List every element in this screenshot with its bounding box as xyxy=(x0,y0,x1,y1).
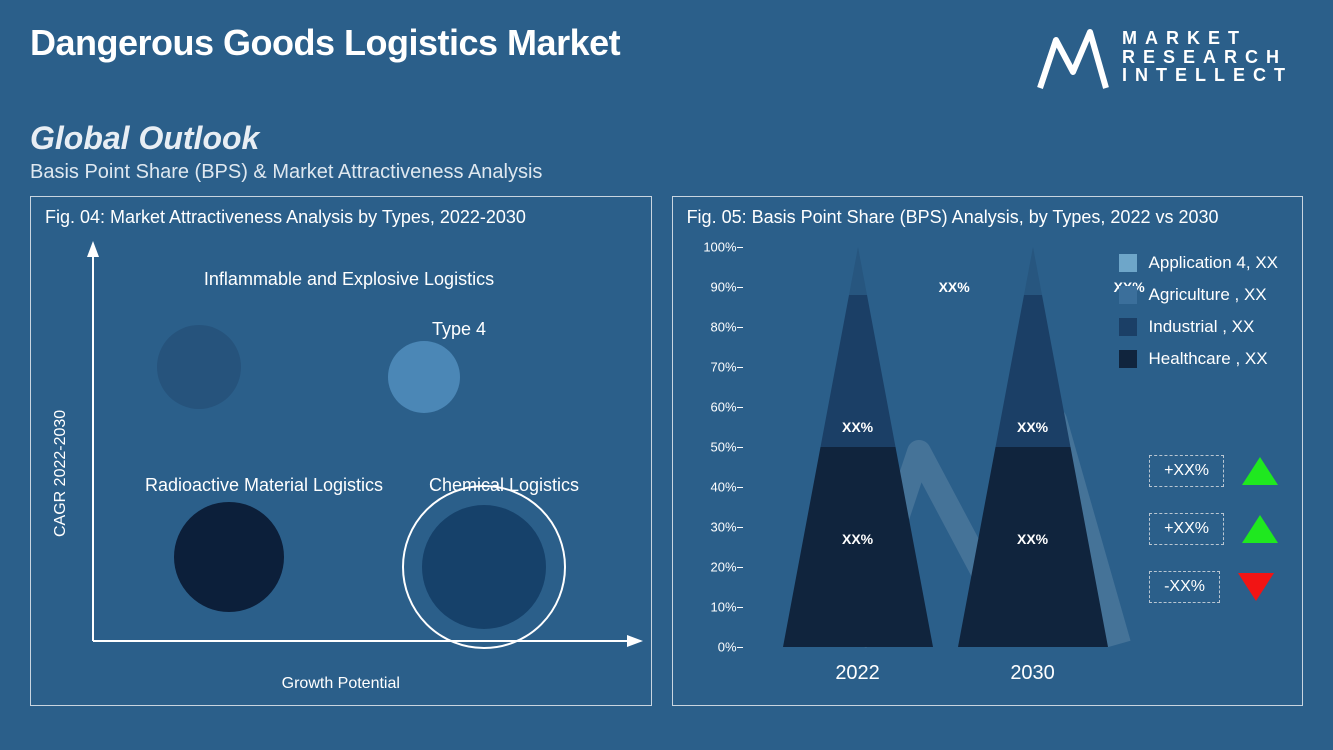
section-title: Global Outlook xyxy=(30,120,1303,157)
brand-line3: INTELLECT xyxy=(1122,66,1293,85)
bps-ytick: 40% xyxy=(691,480,737,495)
bps-tick-line xyxy=(737,287,743,288)
triangle-up-icon xyxy=(1242,457,1278,485)
bps-ytick: 0% xyxy=(691,640,737,655)
bps-ytick: 90% xyxy=(691,280,737,295)
section-header: Global Outlook Basis Point Share (BPS) &… xyxy=(0,92,1333,184)
bps-tick-line xyxy=(737,367,743,368)
bubble-inflammable xyxy=(157,325,241,409)
legend-item: Healthcare , XX xyxy=(1119,349,1278,369)
bps-legend: Application 4, XX Agriculture , XX Industr… xyxy=(1119,253,1278,381)
bubble-radioactive xyxy=(174,502,284,612)
bps-tick-line xyxy=(737,447,743,448)
bubble-plot: Inflammable and Explosive Logistics Type … xyxy=(89,247,631,645)
x-axis-label: Growth Potential xyxy=(282,675,400,693)
triangle-down-icon xyxy=(1238,573,1274,601)
triangle-up-icon xyxy=(1242,515,1278,543)
cone-2022: XX%XX%XX%2022 xyxy=(783,247,933,647)
bubble-label-radioactive: Radioactive Material Logistics xyxy=(145,475,383,496)
bps-tick-line xyxy=(737,487,743,488)
legend-item: Industrial , XX xyxy=(1119,317,1278,337)
legend-item: Agriculture , XX xyxy=(1119,285,1278,305)
bps-ytick: 20% xyxy=(691,560,737,575)
cone-value-label: XX% xyxy=(1017,419,1048,435)
bps-x-label: 2022 xyxy=(783,662,933,685)
legend-swatch-icon xyxy=(1119,254,1137,272)
bubble-label-inflammable: Inflammable and Explosive Logistics xyxy=(204,269,494,290)
header: Dangerous Goods Logistics Market MARKET … xyxy=(0,0,1333,92)
change-value: +XX% xyxy=(1149,513,1224,545)
legend-swatch-icon xyxy=(1119,318,1137,336)
cone-segment xyxy=(783,247,933,295)
bps-tick-line xyxy=(737,607,743,608)
cone-2030: XX%XX%XX%2030 xyxy=(958,247,1108,647)
y-axis-label: CAGR 2022-2030 xyxy=(52,410,70,537)
fig-05-caption: Fig. 05: Basis Point Share (BPS) Analysi… xyxy=(673,197,1302,234)
cone-segment xyxy=(783,447,933,647)
change-indicator: -XX% xyxy=(1149,571,1278,603)
section-subtitle: Basis Point Share (BPS) & Market Attract… xyxy=(30,161,1303,184)
change-value: +XX% xyxy=(1149,455,1224,487)
legend-item: Application 4, XX xyxy=(1119,253,1278,273)
change-indicator: +XX% xyxy=(1149,455,1278,487)
bps-tick-line xyxy=(737,567,743,568)
bps-plot: 0%10%20%30%40%50%60%70%80%90%100%XX%XX%X… xyxy=(743,247,1113,647)
legend-label: Healthcare , XX xyxy=(1149,349,1268,369)
bps-ytick: 60% xyxy=(691,400,737,415)
cone-value-label: XX% xyxy=(842,419,873,435)
bps-x-label: 2030 xyxy=(958,662,1108,685)
cone-segment xyxy=(958,447,1108,647)
change-indicator: +XX% xyxy=(1149,513,1278,545)
brand-line1: MARKET xyxy=(1122,29,1293,48)
cone-value-label: XX% xyxy=(1017,531,1048,547)
cone-segment xyxy=(958,247,1108,295)
bps-ytick: 80% xyxy=(691,320,737,335)
bps-ytick: 10% xyxy=(691,600,737,615)
bubble-label-chemical: Chemical Logistics xyxy=(429,475,579,496)
legend-label: Agriculture , XX xyxy=(1149,285,1267,305)
bubble-type4 xyxy=(388,341,460,413)
bps-tick-line xyxy=(737,527,743,528)
legend-swatch-icon xyxy=(1119,350,1137,368)
change-value: -XX% xyxy=(1149,571,1220,603)
page-title: Dangerous Goods Logistics Market xyxy=(30,22,620,64)
bps-ytick: 70% xyxy=(691,360,737,375)
logo-mark-icon xyxy=(1036,22,1110,92)
fig-05-panel: Fig. 05: Basis Point Share (BPS) Analysi… xyxy=(672,196,1303,706)
legend-label: Application 4, XX xyxy=(1149,253,1278,273)
bps-tick-line xyxy=(737,327,743,328)
bps-tick-line xyxy=(737,407,743,408)
brand-line2: RESEARCH xyxy=(1122,48,1293,67)
figures-row: Fig. 04: Market Attractiveness Analysis … xyxy=(0,184,1333,706)
bubble-label-type4: Type 4 xyxy=(432,319,486,340)
brand-text: MARKET RESEARCH INTELLECT xyxy=(1122,29,1293,86)
fig-04-caption: Fig. 04: Market Attractiveness Analysis … xyxy=(31,197,651,234)
legend-label: Industrial , XX xyxy=(1149,317,1255,337)
cone-value-label: XX% xyxy=(842,531,873,547)
bps-changes: +XX% +XX% -XX% xyxy=(1149,447,1278,629)
fig-04-panel: Fig. 04: Market Attractiveness Analysis … xyxy=(30,196,652,706)
bps-ytick: 30% xyxy=(691,520,737,535)
bps-ytick: 50% xyxy=(691,440,737,455)
bps-tick-line xyxy=(737,247,743,248)
bps-tick-line xyxy=(737,647,743,648)
bubble-chemical xyxy=(422,505,546,629)
brand-logo: MARKET RESEARCH INTELLECT xyxy=(1036,22,1303,92)
legend-swatch-icon xyxy=(1119,286,1137,304)
bps-ytick: 100% xyxy=(691,240,737,255)
